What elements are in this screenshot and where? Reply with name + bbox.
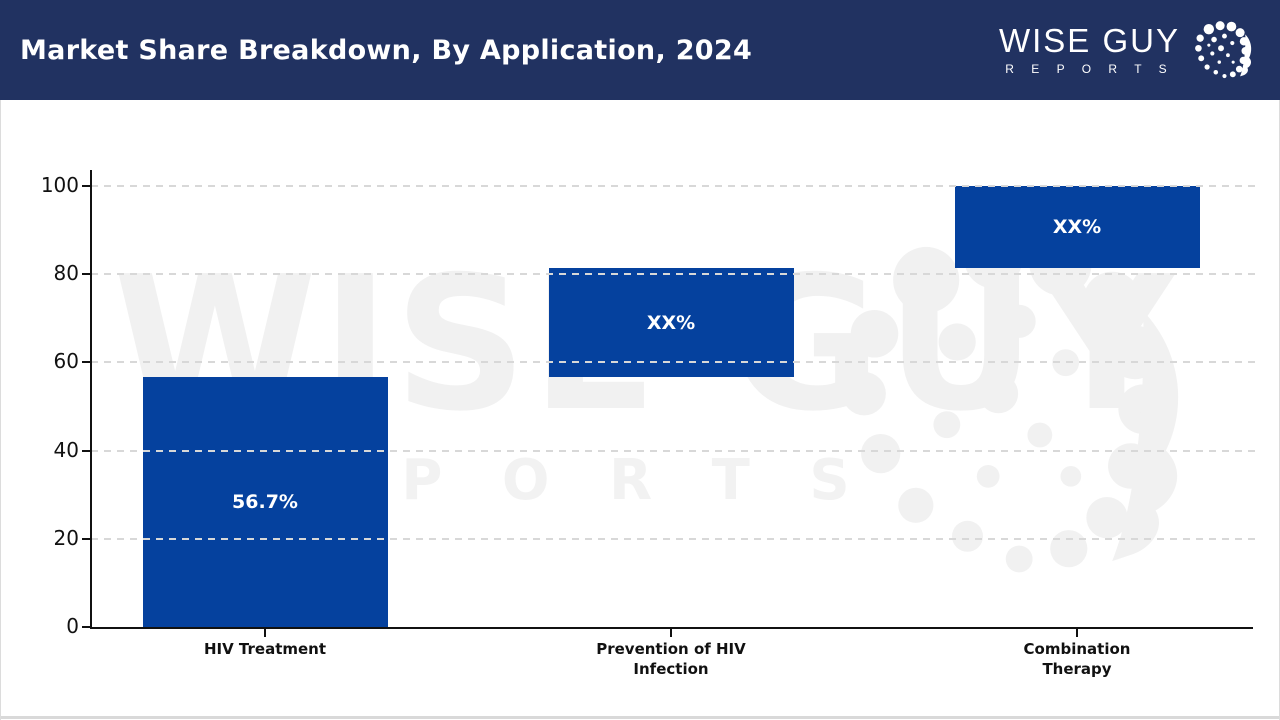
brand-wordmark-block: WISE GUY R E P O R T S — [999, 24, 1180, 76]
logo-head-icon — [1195, 21, 1252, 79]
brand-logo: WISE GUY R E P O R T S — [999, 14, 1254, 86]
page-title: Market Share Breakdown, By Application, … — [20, 34, 753, 66]
brand-subtitle: R E P O R T S — [1005, 62, 1174, 76]
bar: XX% — [954, 185, 1200, 269]
category-label: Prevention of HIV Infection — [596, 640, 746, 678]
y-tick-label: 20 — [53, 525, 79, 550]
y-tick-mark — [82, 184, 91, 187]
gridline — [91, 361, 1256, 364]
x-axis-line — [90, 627, 1253, 629]
gridline — [91, 537, 1256, 540]
header-bar: Market Share Breakdown, By Application, … — [0, 0, 1280, 100]
bar: 56.7% — [142, 376, 388, 627]
y-tick-mark — [82, 537, 91, 540]
chart-canvas: WISE GUY R E P O R T S 0 20 40 60 80 100 56.7%… — [0, 100, 1280, 720]
category-label: Combination Therapy — [1023, 640, 1131, 678]
category-label: HIV Treatment — [203, 640, 327, 658]
gridline — [91, 184, 1256, 187]
y-tick-label: 40 — [53, 437, 79, 462]
y-axis-line — [90, 170, 92, 629]
y-tick-mark — [82, 361, 91, 364]
y-tick-mark — [82, 449, 91, 452]
y-tick-label: 80 — [53, 261, 79, 286]
y-tick-label: 100 — [40, 172, 79, 197]
plot-area: 0 20 40 60 80 100 56.7% HIV Treatment XX% Prevent… — [1, 100, 1280, 720]
y-tick-label: 60 — [53, 349, 79, 374]
x-tick-mark — [670, 629, 672, 637]
y-tick-label: 0 — [66, 614, 79, 638]
bar: XX% — [548, 268, 794, 377]
y-tick-mark — [82, 626, 91, 628]
gridline — [91, 449, 1256, 452]
brand-wordmark: WISE GUY — [998, 22, 1180, 59]
y-tick-mark — [82, 273, 91, 276]
x-tick-mark — [1076, 629, 1078, 637]
bar-value-label: XX% — [1052, 216, 1102, 239]
bar-value-label: XX% — [646, 311, 696, 334]
bar-value-label: 56.7% — [232, 490, 298, 513]
gridline — [91, 273, 1256, 276]
x-tick-mark — [264, 629, 266, 637]
bottom-border — [1, 716, 1279, 719]
